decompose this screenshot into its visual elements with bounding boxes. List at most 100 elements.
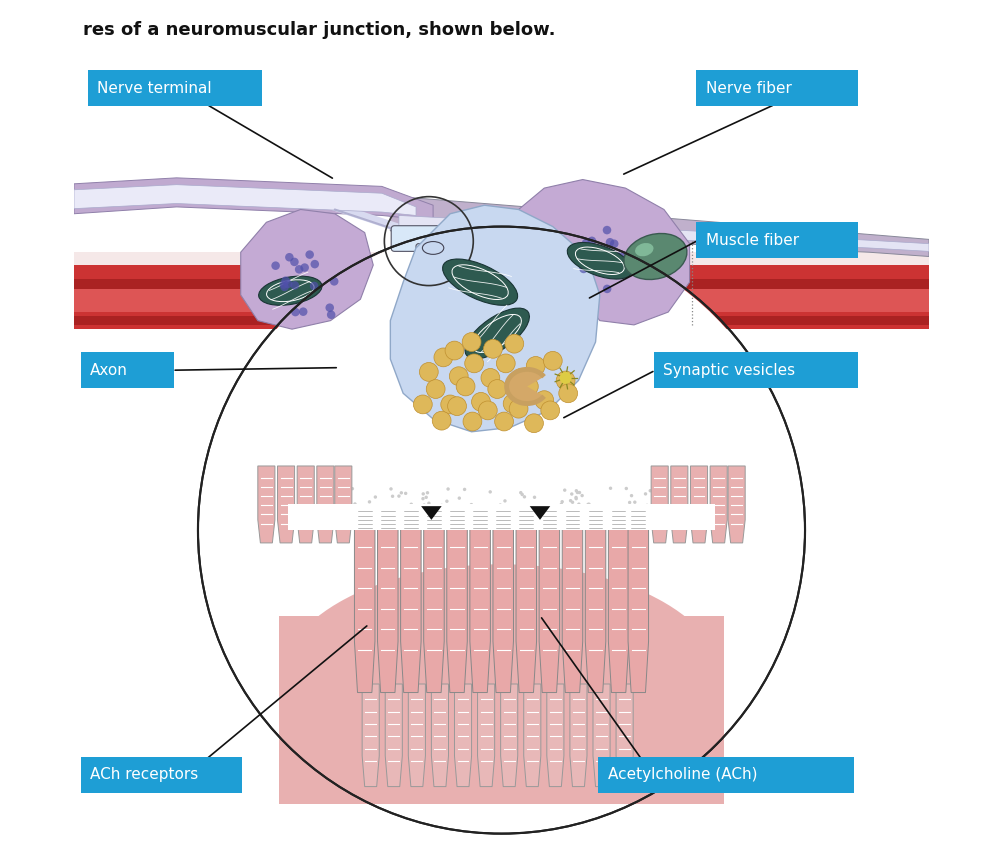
Circle shape <box>331 504 335 507</box>
Polygon shape <box>709 466 726 543</box>
Circle shape <box>593 508 596 511</box>
Text: ACh receptors: ACh receptors <box>90 767 198 782</box>
Polygon shape <box>408 684 425 787</box>
Circle shape <box>510 513 513 516</box>
Circle shape <box>522 495 526 498</box>
Circle shape <box>631 508 635 511</box>
Circle shape <box>644 504 648 507</box>
Circle shape <box>676 510 680 514</box>
Ellipse shape <box>567 243 631 279</box>
Circle shape <box>327 310 335 319</box>
Polygon shape <box>615 684 632 787</box>
Circle shape <box>637 509 640 512</box>
Circle shape <box>396 511 399 515</box>
Circle shape <box>310 281 318 290</box>
Circle shape <box>520 492 523 496</box>
Circle shape <box>637 240 646 249</box>
Polygon shape <box>421 506 441 520</box>
Circle shape <box>376 511 380 515</box>
Circle shape <box>579 265 587 274</box>
Circle shape <box>445 341 463 360</box>
Circle shape <box>587 506 590 510</box>
Circle shape <box>618 261 626 269</box>
Circle shape <box>464 516 467 520</box>
Circle shape <box>389 487 393 491</box>
Ellipse shape <box>442 259 517 305</box>
Circle shape <box>453 510 456 514</box>
Polygon shape <box>317 466 334 543</box>
Circle shape <box>434 348 452 367</box>
Circle shape <box>498 504 502 507</box>
FancyBboxPatch shape <box>87 70 262 106</box>
Circle shape <box>559 372 571 384</box>
Circle shape <box>671 504 674 507</box>
Circle shape <box>605 238 613 246</box>
Circle shape <box>612 267 621 275</box>
Circle shape <box>625 264 633 273</box>
Circle shape <box>660 492 664 496</box>
Circle shape <box>518 515 521 518</box>
Ellipse shape <box>279 564 723 804</box>
Bar <box>279 616 723 804</box>
Polygon shape <box>727 466 744 543</box>
Circle shape <box>481 369 499 387</box>
Bar <box>74 261 928 329</box>
Circle shape <box>456 377 475 396</box>
Circle shape <box>503 499 506 503</box>
Circle shape <box>481 506 485 510</box>
Circle shape <box>651 491 655 494</box>
Circle shape <box>568 499 572 503</box>
Polygon shape <box>492 522 513 693</box>
Circle shape <box>496 354 515 373</box>
Circle shape <box>581 239 590 247</box>
Polygon shape <box>627 522 648 693</box>
Circle shape <box>604 510 608 514</box>
Circle shape <box>462 487 466 491</box>
Circle shape <box>291 308 300 316</box>
Bar <box>271 466 731 522</box>
Polygon shape <box>385 684 402 787</box>
Polygon shape <box>518 180 689 325</box>
Circle shape <box>347 489 351 492</box>
Circle shape <box>346 516 349 520</box>
Circle shape <box>496 516 499 520</box>
FancyBboxPatch shape <box>695 222 857 258</box>
Circle shape <box>562 488 566 492</box>
Circle shape <box>579 510 583 513</box>
Polygon shape <box>592 684 609 787</box>
FancyBboxPatch shape <box>81 757 242 793</box>
Circle shape <box>415 504 419 508</box>
Circle shape <box>489 513 493 516</box>
Circle shape <box>325 304 334 312</box>
Circle shape <box>577 491 580 494</box>
Circle shape <box>540 401 559 420</box>
Circle shape <box>421 492 425 496</box>
Circle shape <box>295 265 304 274</box>
Circle shape <box>339 504 343 507</box>
Circle shape <box>614 269 622 278</box>
Polygon shape <box>562 522 582 693</box>
Circle shape <box>534 391 553 410</box>
Circle shape <box>605 262 613 270</box>
Polygon shape <box>354 522 375 693</box>
Polygon shape <box>523 684 540 787</box>
Circle shape <box>624 516 628 519</box>
Circle shape <box>419 363 438 381</box>
Circle shape <box>483 339 502 358</box>
Polygon shape <box>258 466 275 543</box>
Circle shape <box>603 257 611 266</box>
Circle shape <box>426 491 429 494</box>
Circle shape <box>556 371 574 390</box>
Bar <box>74 316 928 325</box>
Circle shape <box>586 503 589 506</box>
Circle shape <box>427 502 430 505</box>
Circle shape <box>543 351 562 370</box>
Circle shape <box>300 263 309 272</box>
Circle shape <box>587 514 590 517</box>
Circle shape <box>478 401 497 420</box>
Circle shape <box>643 492 646 496</box>
Circle shape <box>469 503 473 506</box>
Circle shape <box>368 500 371 504</box>
Circle shape <box>280 280 288 289</box>
Circle shape <box>535 509 539 512</box>
